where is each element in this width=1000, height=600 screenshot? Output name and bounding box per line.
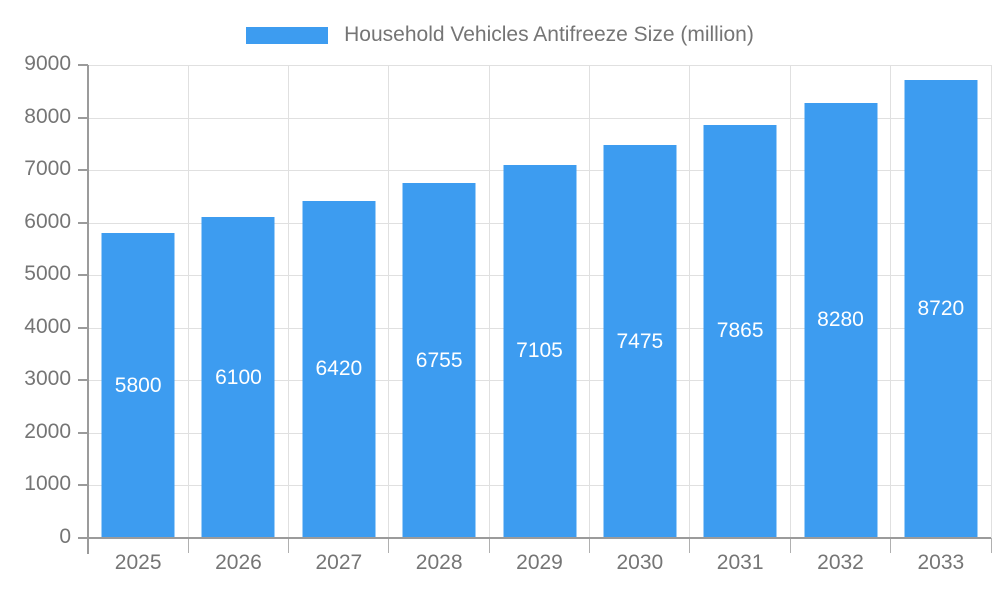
bar-2028[interactable]: 6755: [402, 183, 476, 538]
bar-value-label: 6100: [215, 365, 262, 389]
x-axis-tick-label: 2026: [215, 551, 262, 574]
y-axis-tick-label: 5000: [24, 262, 71, 286]
bar-2032[interactable]: 8280: [804, 102, 877, 538]
legend-swatch-icon: [246, 26, 329, 44]
y-axis-tick: [78, 221, 88, 224]
y-axis-tick-label: 7000: [24, 157, 71, 181]
y-axis-tick-label: 8000: [24, 104, 71, 128]
y-axis-tick: [78, 431, 88, 434]
bar-2030[interactable]: 7475: [603, 145, 677, 538]
x-gridline: [589, 65, 591, 538]
y-axis-tick: [78, 274, 88, 277]
x-axis-tick: [288, 538, 290, 553]
x-gridline: [890, 65, 892, 538]
y-axis-tick: [78, 537, 88, 539]
y-axis-tick-label: 1000: [24, 472, 71, 496]
x-axis-tick: [890, 538, 892, 553]
y-axis-tick: [78, 326, 88, 329]
y-axis-tick: [78, 116, 88, 119]
bar-value-label: 7475: [616, 329, 664, 353]
bar-value-label: 7105: [516, 339, 563, 363]
bar-value-label: 6755: [415, 348, 463, 372]
x-axis-tick: [589, 538, 591, 553]
y-gridline: [88, 117, 991, 119]
bar-2029[interactable]: 7105: [503, 164, 576, 538]
x-gridline: [990, 65, 992, 538]
y-axis-line: [87, 65, 89, 554]
y-axis-tick: [78, 379, 88, 382]
bar-2027[interactable]: 6420: [302, 200, 376, 538]
legend[interactable]: Household Vehicles Antifreeze Size (mill…: [0, 23, 1000, 46]
x-axis-tick-label: 2030: [616, 551, 664, 574]
y-axis-tick-label: 2000: [24, 419, 71, 443]
x-axis-line: [88, 537, 991, 539]
x-axis-tick: [990, 538, 992, 553]
bar-2026[interactable]: 6100: [201, 217, 275, 538]
bar-value-label: 8720: [917, 296, 965, 320]
bar-2033[interactable]: 8720: [904, 79, 978, 538]
bar-value-label: 7865: [716, 319, 764, 343]
y-axis-tick-label: 4000: [24, 314, 71, 338]
x-axis-tick: [789, 538, 791, 553]
y-axis-tick-label: 0: [59, 525, 71, 548]
x-gridline: [689, 65, 691, 538]
y-axis-tick-label: 6000: [24, 209, 71, 233]
plot-area: 0 1000 2000 3000 4000 5000 6000 7000 8000 9000 580…: [24, 52, 992, 574]
bar-value-label: 8280: [817, 308, 864, 332]
bar-2031[interactable]: 7865: [703, 124, 777, 538]
bar-value-label: 5800: [114, 373, 162, 397]
y-axis-tick: [78, 484, 88, 487]
bar-2025[interactable]: 5800: [101, 233, 175, 538]
y-gridline: [88, 65, 991, 66]
x-axis-tick: [187, 538, 189, 553]
y-axis-tick: [78, 169, 88, 172]
x-axis-tick-label: 2033: [917, 551, 965, 574]
x-gridline: [388, 65, 390, 538]
x-axis-tick-label: 2032: [817, 551, 864, 574]
y-axis-tick: [78, 64, 88, 66]
x-axis-tick: [388, 538, 390, 553]
bar-value-label: 6420: [315, 357, 363, 381]
x-axis-tick: [488, 538, 490, 553]
y-axis-tick-label: 3000: [24, 367, 71, 391]
legend-label: Household Vehicles Antifreeze Size (mill…: [344, 23, 754, 46]
x-axis-tick-label: 2027: [315, 551, 363, 574]
x-axis-tick-label: 2029: [516, 551, 563, 574]
y-axis-tick-label: 9000: [24, 52, 71, 75]
x-axis-tick-label: 2028: [415, 551, 463, 574]
x-axis-tick-label: 2025: [114, 551, 162, 574]
x-gridline: [288, 65, 290, 538]
x-gridline: [488, 65, 490, 538]
x-axis-tick: [689, 538, 691, 553]
x-axis-tick-label: 2031: [716, 551, 764, 574]
x-gridline: [187, 65, 189, 538]
x-gridline: [789, 65, 791, 538]
